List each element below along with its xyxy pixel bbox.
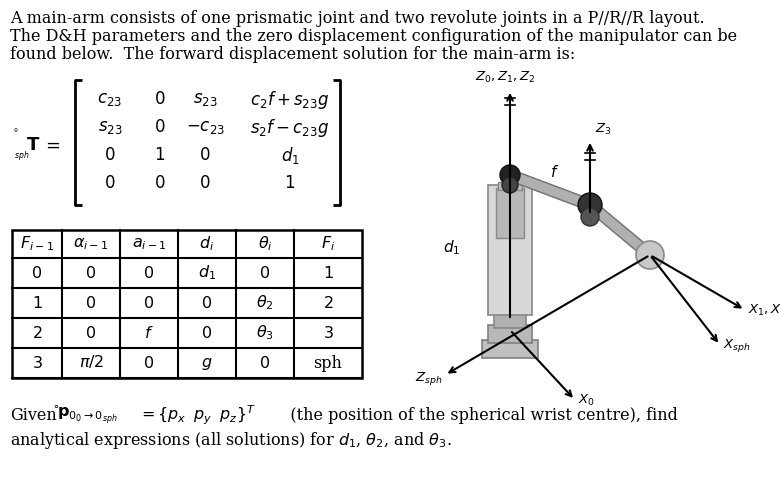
Bar	[494, 312, 526, 328]
Text: $\alpha_{i-1}$: $\alpha_{i-1}$	[73, 236, 108, 252]
Text: analytical expressions (all solutions) for $d_1$, $\theta_2$, and $\theta_3$.: analytical expressions (all solutions) f…	[10, 430, 452, 450]
Text: $d_1$: $d_1$	[281, 146, 300, 167]
Text: $=$: $=$	[42, 136, 61, 154]
Text: $a_{i-1}$: $a_{i-1}$	[132, 236, 166, 252]
Circle shape	[502, 177, 518, 193]
Text: $0$: $0$	[201, 294, 212, 312]
Text: $0$: $0$	[154, 120, 165, 137]
Text: $0$: $0$	[260, 354, 271, 371]
Text: $^{\circ}$: $^{\circ}$	[12, 127, 19, 141]
Text: $s_2f - c_{23}g$: $s_2f - c_{23}g$	[250, 117, 330, 139]
Text: $0$: $0$	[86, 294, 97, 312]
Text: $X_1, X_2, X_3$: $X_1, X_2, X_3$	[748, 302, 780, 318]
Text: ${}^{\circ}\!\mathbf{p}_{0_{0} \rightarrow 0_{sph}}$: ${}^{\circ}\!\mathbf{p}_{0_{0} \rightarr…	[52, 403, 118, 426]
Polygon shape	[508, 170, 592, 210]
Text: $\mathbf{T}$: $\mathbf{T}$	[26, 136, 41, 154]
Text: $3$: $3$	[32, 354, 42, 371]
Text: $-c_{23}$: $-c_{23}$	[186, 120, 225, 137]
Text: $0$: $0$	[105, 147, 115, 165]
Text: $Z_3$: $Z_3$	[595, 122, 612, 137]
Text: $s_{23}$: $s_{23}$	[98, 120, 122, 137]
Text: A main-arm consists of one prismatic joint and two revolute joints in a P//R//R : A main-arm consists of one prismatic joi…	[10, 10, 704, 27]
Text: $d_i$: $d_i$	[200, 235, 215, 253]
Bar	[498, 182, 522, 190]
Text: found below.  The forward displacement solution for the main-arm is:: found below. The forward displacement so…	[10, 46, 576, 63]
Text: $1$: $1$	[32, 294, 42, 312]
Text: $g$: $g$	[201, 354, 213, 371]
Text: $X_{sph}$: $X_{sph}$	[723, 337, 750, 353]
Text: $f$: $f$	[551, 164, 559, 180]
Text: $0$: $0$	[199, 147, 211, 165]
Circle shape	[500, 165, 520, 185]
Text: $0$: $0$	[144, 354, 154, 371]
Text: (the position of the spherical wrist centre), find: (the position of the spherical wrist cen…	[275, 407, 678, 423]
Bar	[496, 188, 524, 238]
Text: $3$: $3$	[323, 324, 333, 342]
Text: $F_{i-1}$: $F_{i-1}$	[20, 235, 54, 253]
Text: $\pi/2$: $\pi/2$	[79, 354, 104, 371]
Text: $X_0$: $X_0$	[578, 392, 595, 408]
Text: $0$: $0$	[154, 175, 165, 193]
Text: $0$: $0$	[31, 265, 42, 281]
Bar	[482, 340, 538, 358]
Text: $1$: $1$	[285, 175, 296, 193]
Text: $c_{23}$: $c_{23}$	[98, 92, 122, 108]
Text: $2$: $2$	[32, 324, 42, 342]
Text: $s_{23}$: $s_{23}$	[193, 92, 218, 108]
Text: $f$: $f$	[144, 324, 154, 342]
Text: $Z_0, Z_1, Z_2$: $Z_0, Z_1, Z_2$	[475, 70, 535, 85]
Bar	[488, 325, 532, 343]
Polygon shape	[587, 201, 654, 259]
Text: $0$: $0$	[144, 265, 154, 281]
Text: $2$: $2$	[323, 294, 333, 312]
Text: $1$: $1$	[154, 147, 165, 165]
Text: $d_1$: $d_1$	[198, 264, 216, 282]
Text: $0$: $0$	[260, 265, 271, 281]
Text: $0$: $0$	[144, 294, 154, 312]
Circle shape	[581, 208, 599, 226]
Text: sph: sph	[314, 354, 342, 371]
Text: $F_i$: $F_i$	[321, 235, 335, 253]
Text: $1$: $1$	[323, 265, 333, 281]
Bar	[12, 230, 362, 378]
Text: $\theta_2$: $\theta_2$	[256, 294, 274, 312]
Text: Given: Given	[10, 407, 57, 423]
Text: $0$: $0$	[86, 265, 97, 281]
Text: $d_1$: $d_1$	[442, 239, 460, 257]
Text: The D&H parameters and the zero displacement configuration of the manipulator ca: The D&H parameters and the zero displace…	[10, 28, 737, 45]
Circle shape	[578, 193, 602, 217]
Circle shape	[636, 241, 664, 269]
Text: $0$: $0$	[154, 92, 165, 108]
Text: $0$: $0$	[199, 175, 211, 193]
Text: $g$: $g$	[642, 242, 653, 258]
Text: $= \{p_x \;\; p_y \;\; p_z\}^{T}$: $= \{p_x \;\; p_y \;\; p_z\}^{T}$	[138, 403, 256, 427]
Text: $0$: $0$	[201, 324, 212, 342]
Text: $Z_{sph}$: $Z_{sph}$	[415, 369, 442, 387]
Text: $\theta_i$: $\theta_i$	[257, 235, 272, 253]
Text: $c_2f + s_{23}g$: $c_2f + s_{23}g$	[250, 89, 330, 111]
Text: $0$: $0$	[86, 324, 97, 342]
Text: $0$: $0$	[105, 175, 115, 193]
Text: $\theta_3$: $\theta_3$	[256, 324, 274, 343]
Bar	[488, 185, 532, 315]
Text: $_{sph}$: $_{sph}$	[14, 149, 30, 164]
